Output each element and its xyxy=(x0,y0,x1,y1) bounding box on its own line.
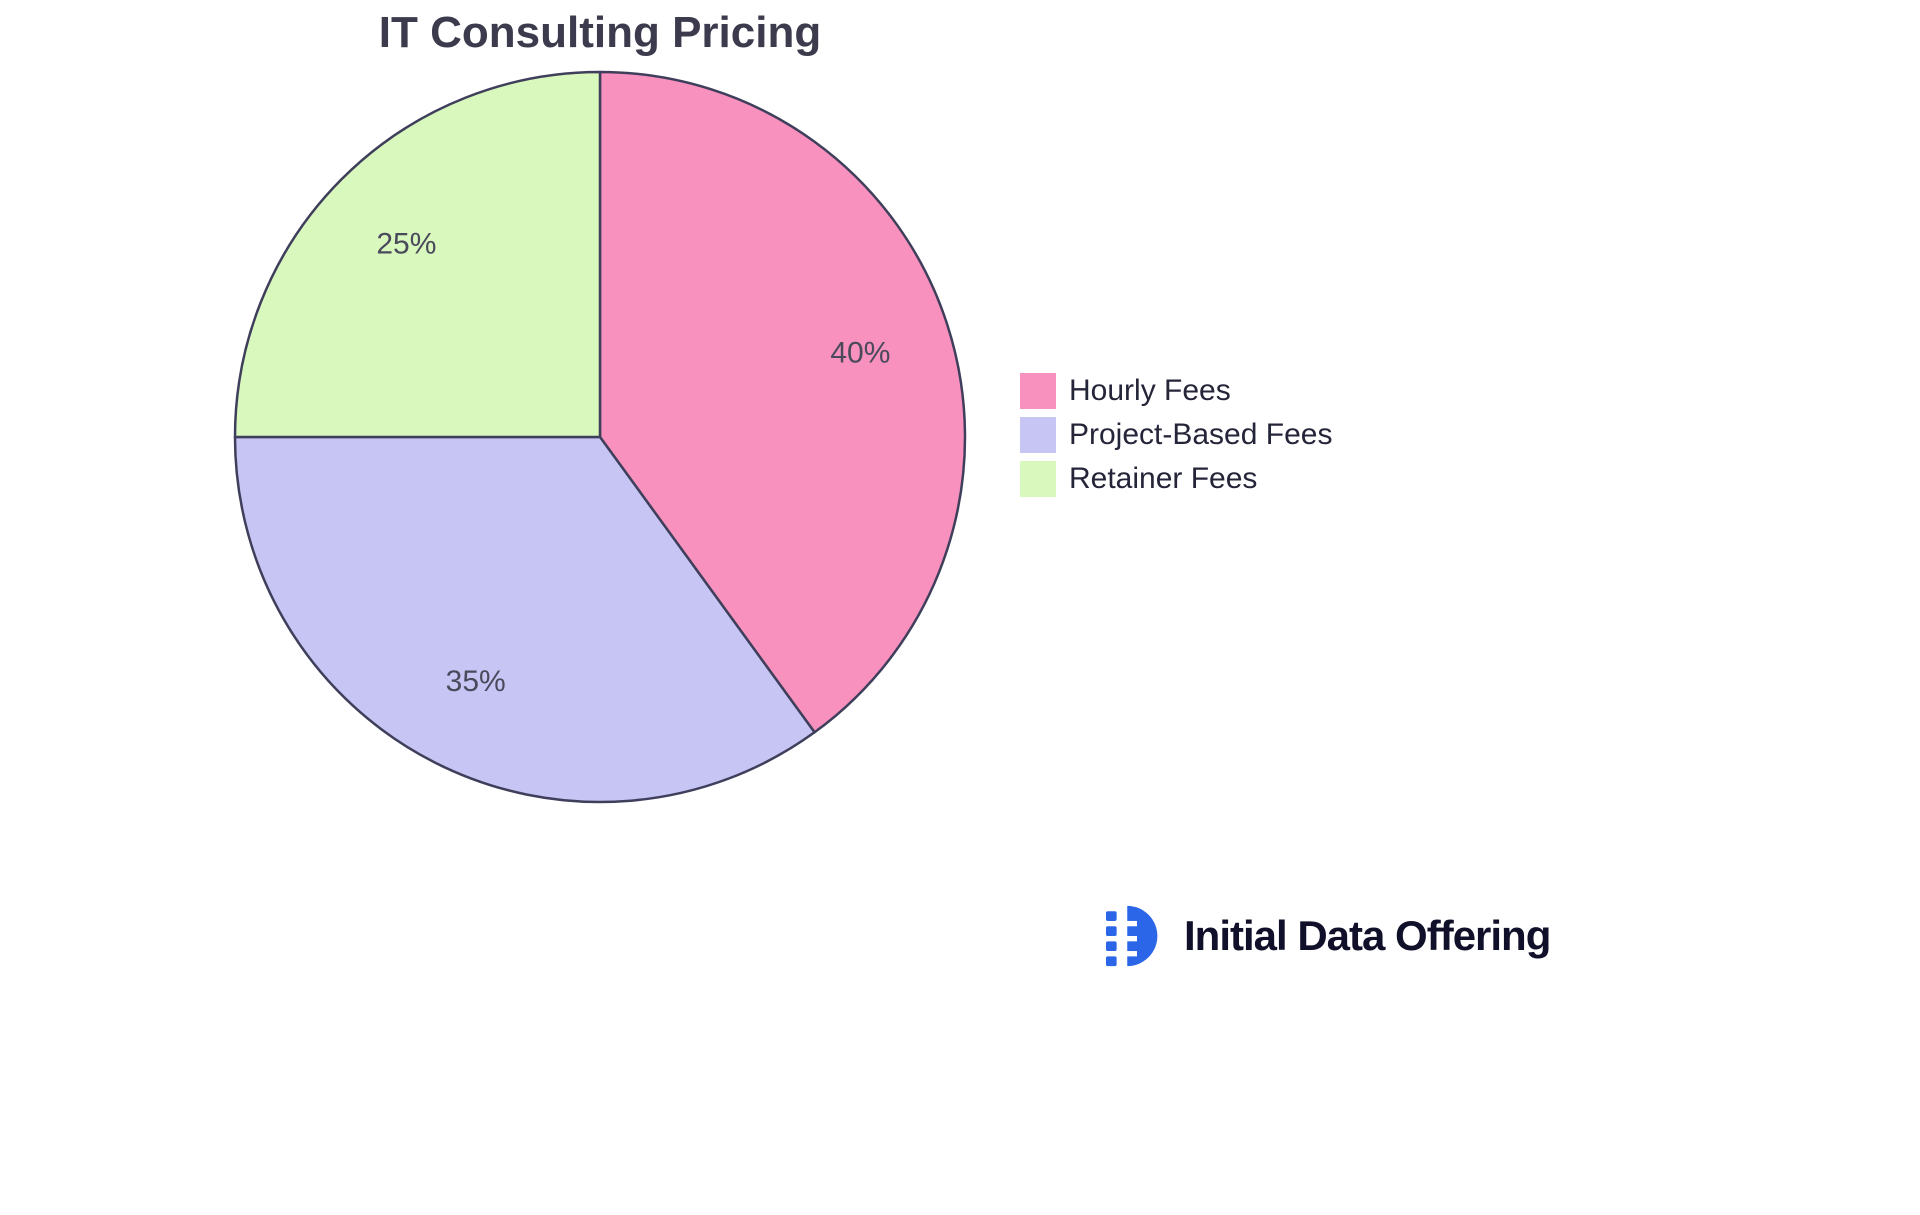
legend-item: Retainer Fees xyxy=(1020,460,1332,497)
legend-item: Hourly Fees xyxy=(1020,372,1332,409)
ido-logo: Initial Data Offering xyxy=(1106,903,1551,969)
ido-logo-text: Initial Data Offering xyxy=(1184,912,1551,959)
legend-swatch xyxy=(1020,372,1056,409)
pie-slice xyxy=(598,70,967,734)
legend-swatch xyxy=(1020,416,1056,453)
pie-slice-percent-label: 35% xyxy=(446,665,506,698)
pie-slice-percent-label: 40% xyxy=(830,336,890,369)
chart-title: IT Consulting Pricing xyxy=(378,8,822,57)
ido-logo-icon xyxy=(1106,905,1158,967)
pie-slice xyxy=(233,70,602,439)
legend-item: Project-Based Fees xyxy=(1020,416,1332,453)
legend-swatch xyxy=(1020,460,1056,497)
pie-slice xyxy=(233,435,816,804)
legend: Hourly Fees Project-Based Fees Retainer Fe… xyxy=(1020,372,1332,497)
legend-label: Project-Based Fees xyxy=(1069,417,1333,451)
legend-label: Retainer Fees xyxy=(1069,461,1258,495)
legend-label: Hourly Fees xyxy=(1069,373,1231,407)
pie-chart-svg: 40% 35% 25% xyxy=(233,70,967,804)
pie-slice-percent-label: 25% xyxy=(376,227,436,260)
